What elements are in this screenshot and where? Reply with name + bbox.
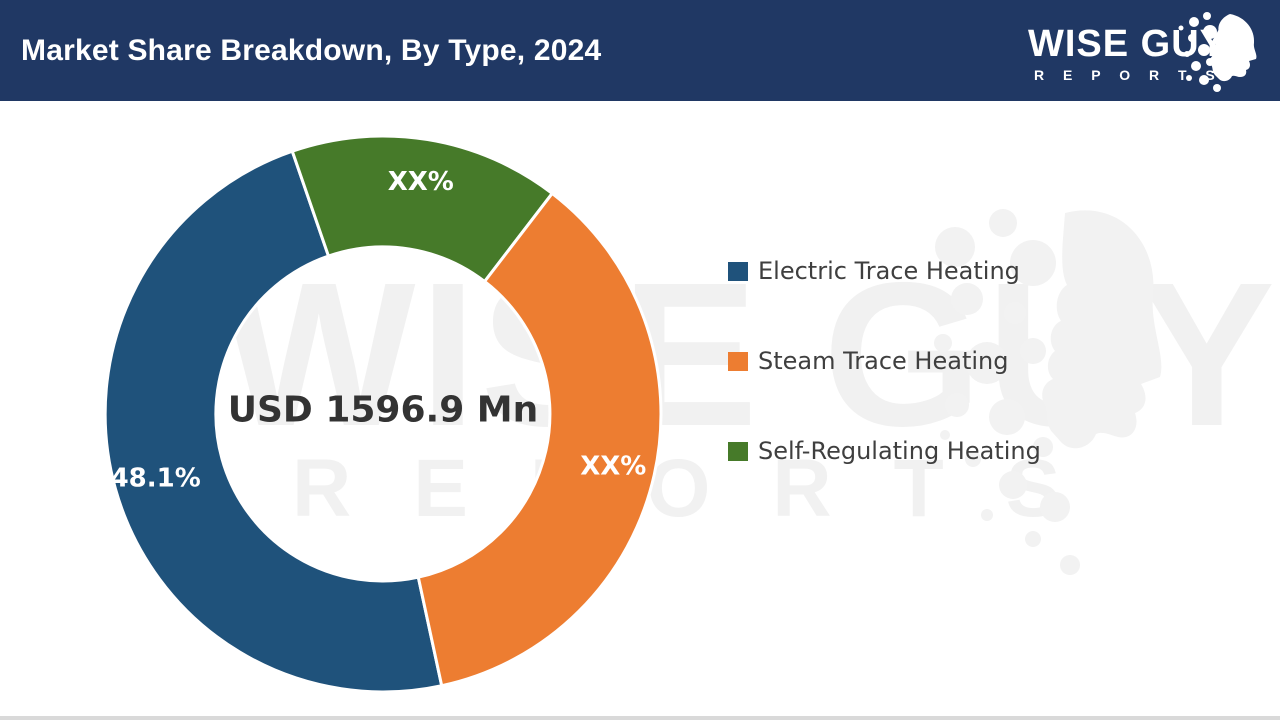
header-bar: Market Share Breakdown, By Type, 2024 WI…: [0, 0, 1280, 101]
logo-reports-text: R E P O R T S: [1034, 67, 1222, 83]
page-title: Market Share Breakdown, By Type, 2024: [21, 33, 602, 67]
donut-segment-electric-trace-heating: [103, 149, 444, 694]
legend-label: Electric Trace Heating: [758, 257, 1020, 285]
logo-face-icon: [1178, 12, 1257, 92]
donut-slice-label: 48.1%: [111, 464, 201, 494]
legend-swatch-green-icon: [728, 441, 748, 461]
donut-center-label: USD 1596.9 Mn: [227, 389, 539, 431]
legend-item-self-regulating-heating: Self-Regulating Heating: [728, 428, 1041, 474]
chart-legend: Electric Trace Heating Steam Trace Heati…: [728, 248, 1041, 518]
donut-slice-label: XX%: [388, 167, 454, 197]
wise-guy-reports-logo: WISE GUY R E P O R T S: [1028, 12, 1257, 92]
legend-swatch-blue-icon: [728, 261, 748, 281]
legend-label: Steam Trace Heating: [758, 347, 1009, 375]
legend-label: Self-Regulating Heating: [758, 437, 1041, 465]
donut-slice-label: XX%: [580, 452, 646, 482]
legend-item-steam-trace-heating: Steam Trace Heating: [728, 338, 1041, 384]
donut-segment-steam-trace-heating: [416, 191, 663, 688]
legend-item-electric-trace-heating: Electric Trace Heating: [728, 248, 1041, 294]
bottom-edge-strip: [0, 716, 1280, 720]
legend-swatch-orange-icon: [728, 351, 748, 371]
logo-wordmark-text: WISE GUY: [1028, 23, 1226, 65]
